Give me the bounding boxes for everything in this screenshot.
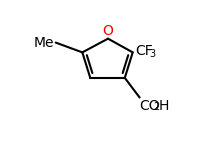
- Text: CO: CO: [140, 99, 160, 113]
- Text: CF: CF: [136, 44, 154, 58]
- Text: 2: 2: [154, 102, 160, 112]
- Text: O: O: [102, 24, 113, 38]
- Text: Me: Me: [33, 36, 54, 50]
- Text: H: H: [158, 99, 169, 113]
- Text: 3: 3: [150, 49, 156, 59]
